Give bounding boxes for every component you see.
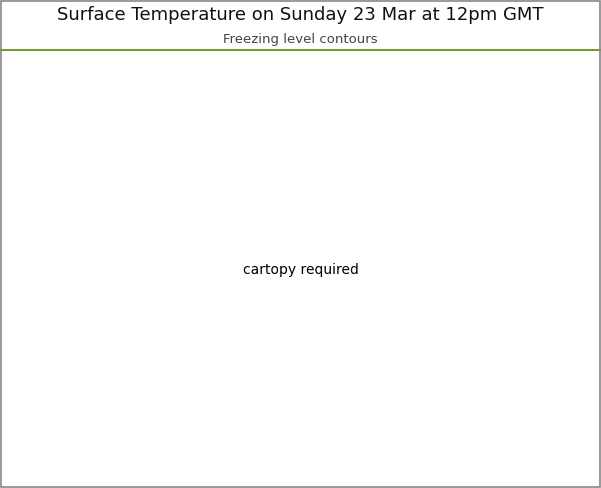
Text: Freezing level contours: Freezing level contours xyxy=(223,34,378,46)
Text: Surface Temperature on Sunday 23 Mar at 12pm GMT: Surface Temperature on Sunday 23 Mar at … xyxy=(57,6,544,24)
Text: cartopy required: cartopy required xyxy=(243,263,358,277)
